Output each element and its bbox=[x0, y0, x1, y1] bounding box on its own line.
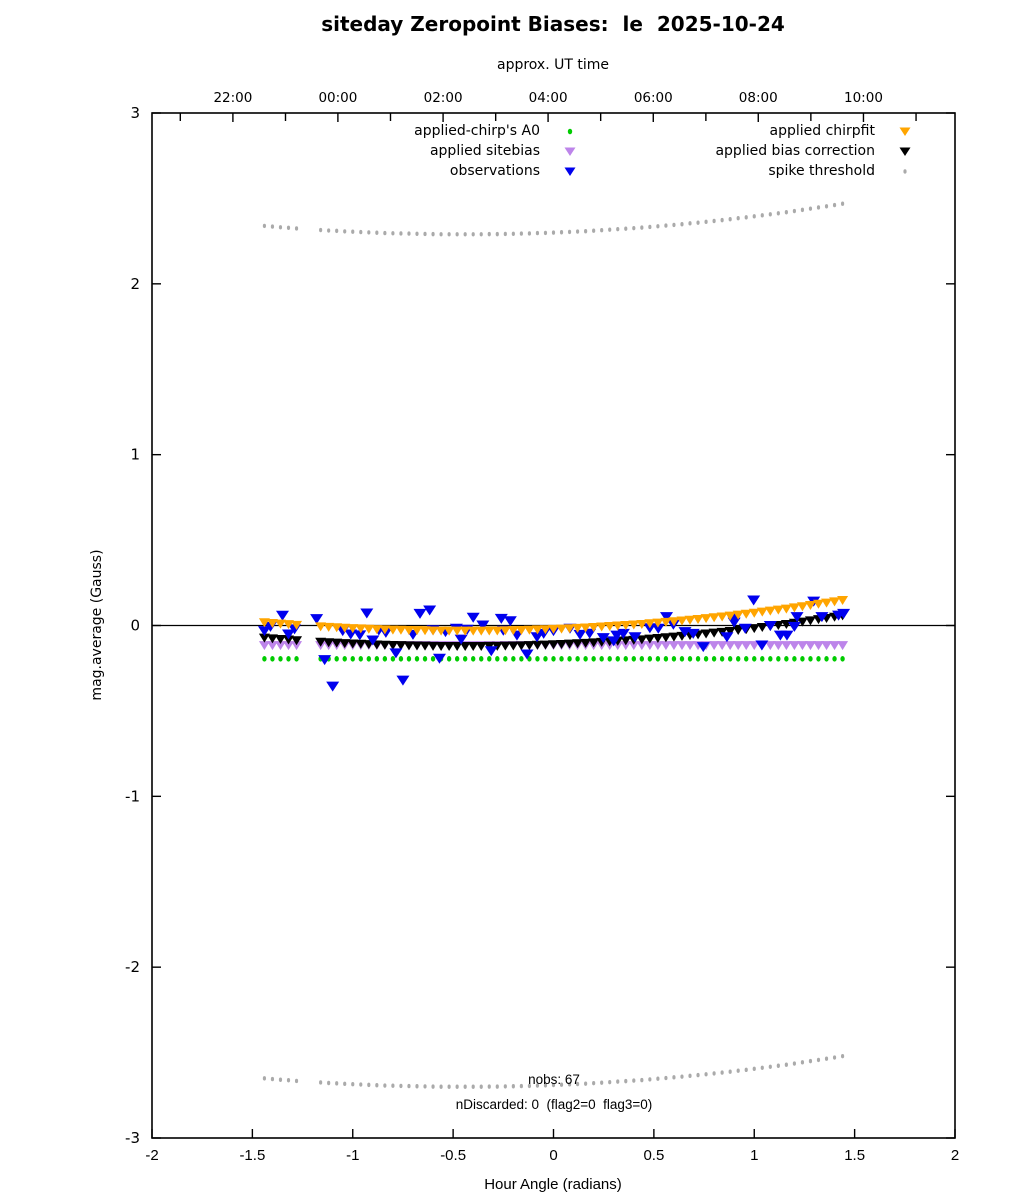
applied-chirp-s-a0-legend-marker-icon bbox=[540, 124, 600, 138]
x-tick-label: 1 bbox=[750, 1147, 758, 1164]
axis-tick-labels: -2 -1.5 -1 -0.5 0 0.5 1 1.5 2 22:00 00:00 02:00 04:0… bbox=[125, 90, 959, 1164]
legend-entry-applied-sitebias: applied sitebias bbox=[250, 141, 600, 161]
ut-tick-label: 06:00 bbox=[634, 90, 673, 106]
y-tick-label: 0 bbox=[130, 617, 140, 635]
observations-legend-marker-icon bbox=[540, 164, 600, 178]
y-tick-label: -3 bbox=[125, 1129, 140, 1147]
x-tick-label: -1 bbox=[346, 1147, 359, 1164]
x-tick-label: 2 bbox=[951, 1147, 959, 1164]
chart-title: siteday Zeropoint Biases: le 2025-10-24 bbox=[321, 12, 785, 36]
top-axis-label: approx. UT time bbox=[497, 57, 609, 73]
y-tick-label: -1 bbox=[125, 787, 140, 805]
y-tick-label: 1 bbox=[130, 446, 140, 464]
ut-tick-label: 22:00 bbox=[213, 90, 252, 106]
series-applied-chirp-s-a0 bbox=[262, 656, 845, 662]
nobs-annotation: nobs: 67 bbox=[528, 1072, 580, 1087]
x-tick-label: -1.5 bbox=[239, 1147, 265, 1164]
legend-label: observations bbox=[449, 163, 540, 179]
x-tick-label: 1.5 bbox=[844, 1147, 865, 1164]
y-tick-label: 3 bbox=[130, 104, 140, 122]
ut-tick-label: 00:00 bbox=[318, 90, 357, 106]
x-tick-label: -2 bbox=[145, 1147, 158, 1164]
ut-tick-label: 08:00 bbox=[739, 90, 778, 106]
legend-label: applied chirpfit bbox=[769, 123, 876, 139]
legend-label: applied bias correction bbox=[715, 143, 875, 159]
legend-entry-applied-bias-correction: applied bias correction bbox=[585, 141, 935, 161]
legend-label: spike threshold bbox=[768, 163, 875, 179]
legend-entry-applied-chirp-s-a0: applied-chirp's A0 bbox=[250, 121, 600, 141]
applied-sitebias-legend-marker-icon bbox=[540, 144, 600, 158]
y-tick-label: 2 bbox=[130, 275, 140, 293]
legend-entry-spike-threshold: spike threshold bbox=[585, 161, 935, 181]
x-tick-label: 0 bbox=[549, 1147, 557, 1164]
applied-chirpfit-legend-marker-icon bbox=[875, 124, 935, 138]
y-axis-label: mag.average (Gauss) bbox=[89, 549, 105, 701]
applied-bias-correction-legend-marker-icon bbox=[875, 144, 935, 158]
x-tick-label: 0.5 bbox=[643, 1147, 664, 1164]
x-tick-label: -0.5 bbox=[440, 1147, 466, 1164]
legend-label: applied sitebias bbox=[429, 143, 540, 159]
legend-column-right: applied chirpfit applied bias correction s… bbox=[585, 121, 935, 181]
series-spike-threshold bbox=[262, 201, 845, 1089]
ut-tick-label: 10:00 bbox=[844, 90, 883, 106]
legend-label: applied-chirp's A0 bbox=[414, 123, 540, 139]
spike-threshold-legend-marker-icon bbox=[875, 164, 935, 178]
y-tick-label: -2 bbox=[125, 958, 140, 976]
x-axis-label: Hour Angle (radians) bbox=[484, 1176, 622, 1193]
axis-ticks bbox=[151, 112, 956, 1139]
legend-column-left: applied-chirp's A0 applied sitebias observ… bbox=[250, 121, 600, 181]
legend-entry-observations: observations bbox=[250, 161, 600, 181]
legend-entry-applied-chirpfit: applied chirpfit bbox=[585, 121, 935, 141]
ut-tick-label: 02:00 bbox=[424, 90, 463, 106]
ut-tick-label: 04:00 bbox=[529, 90, 568, 106]
ndiscarded-annotation: nDiscarded: 0 (flag2=0 flag3=0) bbox=[455, 1097, 653, 1112]
series-applied-chirpfit bbox=[258, 596, 849, 636]
